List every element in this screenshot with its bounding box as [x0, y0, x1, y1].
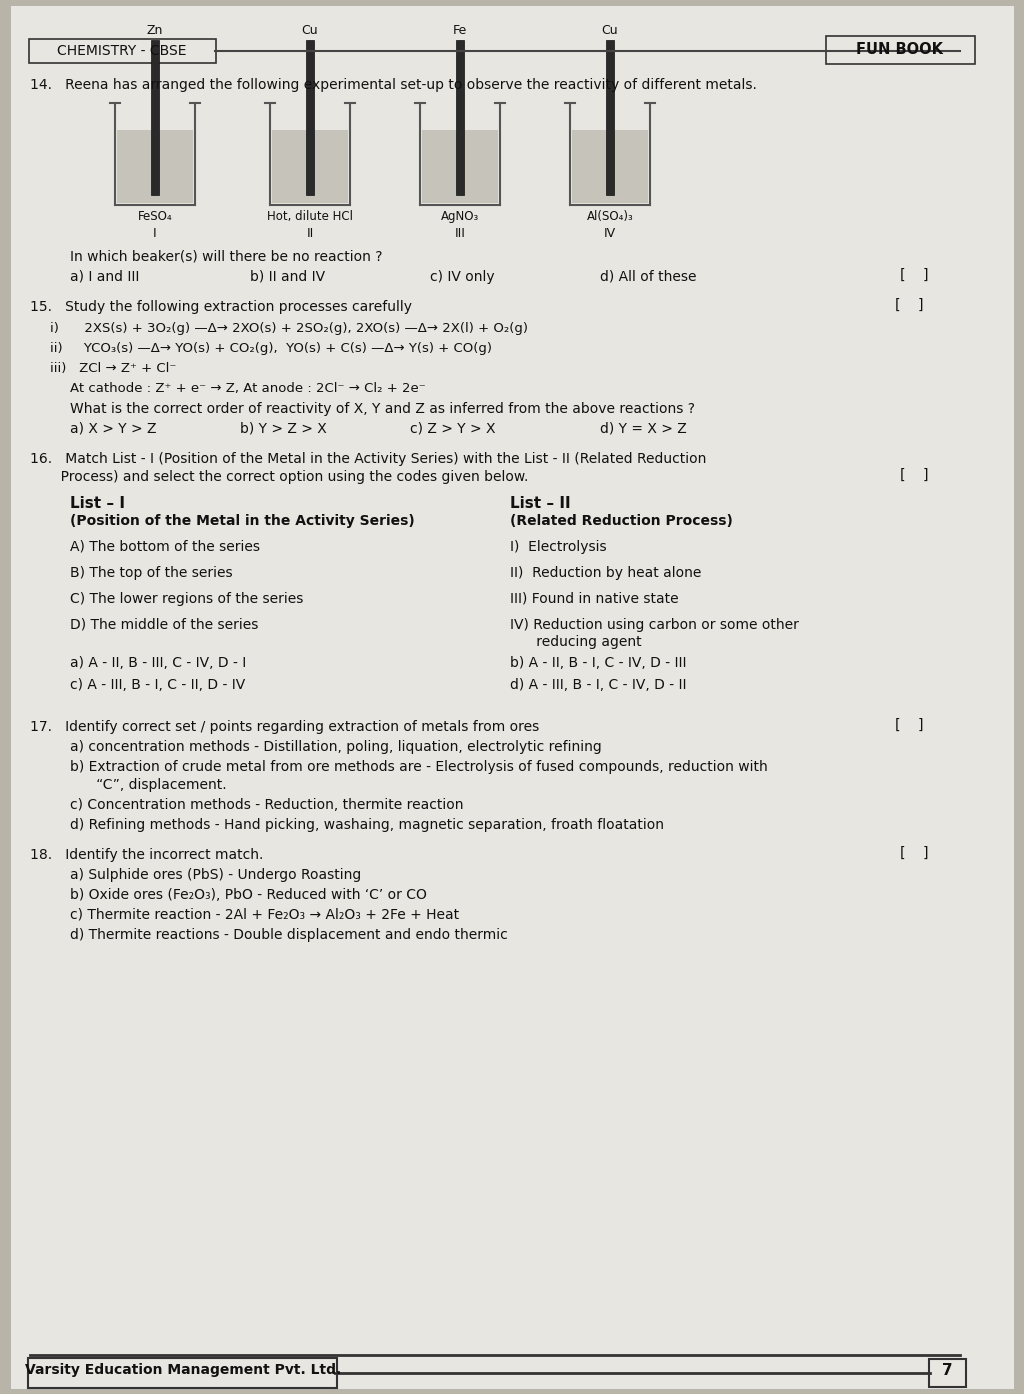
Text: 15.   Study the following extraction processes carefully: 15. Study the following extraction proce… — [30, 300, 412, 314]
Text: “C”, displacement.: “C”, displacement. — [70, 778, 226, 792]
Bar — [306, 40, 314, 195]
Text: 16.   Match List - I (Position of the Metal in the Activity Series) with the Lis: 16. Match List - I (Position of the Meta… — [30, 452, 707, 466]
Text: [    ]: [ ] — [900, 468, 929, 482]
Text: b) Extraction of crude metal from ore methods are - Electrolysis of fused compou: b) Extraction of crude metal from ore me… — [70, 760, 768, 774]
Text: 17.   Identify correct set / points regarding extraction of metals from ores: 17. Identify correct set / points regard… — [30, 719, 540, 735]
Text: b) Y > Z > X: b) Y > Z > X — [240, 422, 327, 436]
Text: IV: IV — [604, 227, 616, 240]
Text: d) A - III, B - I, C - IV, D - II: d) A - III, B - I, C - IV, D - II — [510, 677, 686, 691]
Bar — [572, 130, 648, 204]
Bar — [456, 40, 464, 195]
Text: Cu: Cu — [602, 24, 618, 38]
Text: AgNO₃: AgNO₃ — [441, 210, 479, 223]
Text: B) The top of the series: B) The top of the series — [70, 566, 232, 580]
Text: Varsity Education Management Pvt. Ltd.: Varsity Education Management Pvt. Ltd. — [25, 1363, 341, 1377]
Text: d) Refining methods - Hand picking, washaing, magnetic separation, froath floata: d) Refining methods - Hand picking, wash… — [70, 818, 664, 832]
Text: b) A - II, B - I, C - IV, D - III: b) A - II, B - I, C - IV, D - III — [510, 657, 686, 671]
Text: (Related Reduction Process): (Related Reduction Process) — [510, 514, 733, 528]
Text: a) Sulphide ores (PbS) - Undergo Roasting: a) Sulphide ores (PbS) - Undergo Roastin… — [70, 868, 361, 882]
Text: Hot, dilute HCl: Hot, dilute HCl — [267, 210, 353, 223]
Text: d) All of these: d) All of these — [600, 270, 696, 284]
Text: List – II: List – II — [510, 496, 570, 512]
FancyBboxPatch shape — [29, 39, 216, 63]
Text: Cu: Cu — [302, 24, 318, 38]
FancyBboxPatch shape — [28, 1358, 337, 1388]
Text: a) I and III: a) I and III — [70, 270, 139, 284]
Text: a) X > Y > Z: a) X > Y > Z — [70, 422, 157, 436]
Bar — [272, 130, 348, 204]
Text: Fe: Fe — [453, 24, 467, 38]
FancyBboxPatch shape — [826, 36, 975, 64]
Text: D) The middle of the series: D) The middle of the series — [70, 618, 258, 631]
Bar — [422, 130, 498, 204]
Text: d) Thermite reactions - Double displacement and endo thermic: d) Thermite reactions - Double displacem… — [70, 928, 508, 942]
Text: FeSO₄: FeSO₄ — [137, 210, 172, 223]
Text: c) A - III, B - I, C - II, D - IV: c) A - III, B - I, C - II, D - IV — [70, 677, 246, 691]
Text: 7: 7 — [942, 1363, 952, 1379]
Bar — [151, 40, 159, 195]
Text: a) A - II, B - III, C - IV, D - I: a) A - II, B - III, C - IV, D - I — [70, 657, 246, 671]
Text: What is the correct order of reactivity of X, Y and Z as inferred from the above: What is the correct order of reactivity … — [70, 401, 695, 415]
Text: List – I: List – I — [70, 496, 125, 512]
Text: III: III — [455, 227, 466, 240]
Text: b) Oxide ores (Fe₂O₃), PbO - Reduced with ‘C’ or CO: b) Oxide ores (Fe₂O₃), PbO - Reduced wit… — [70, 888, 427, 902]
Text: I: I — [154, 227, 157, 240]
Bar — [606, 40, 614, 195]
Text: FUN BOOK: FUN BOOK — [856, 42, 943, 57]
Text: C) The lower regions of the series: C) The lower regions of the series — [70, 592, 303, 606]
Text: d) Y = X > Z: d) Y = X > Z — [600, 422, 687, 436]
Text: [    ]: [ ] — [900, 846, 929, 860]
Text: 14.   Reena has arranged the following experimental set-up to observe the reacti: 14. Reena has arranged the following exp… — [30, 78, 757, 92]
Text: iii)   ZCl → Z⁺ + Cl⁻: iii) ZCl → Z⁺ + Cl⁻ — [50, 362, 176, 375]
Text: 18.   Identify the incorrect match.: 18. Identify the incorrect match. — [30, 848, 263, 861]
Text: b) II and IV: b) II and IV — [250, 270, 326, 284]
Text: Zn: Zn — [146, 24, 163, 38]
FancyBboxPatch shape — [929, 1359, 966, 1387]
Text: c) Z > Y > X: c) Z > Y > X — [410, 422, 496, 436]
Text: c) IV only: c) IV only — [430, 270, 495, 284]
Text: IV) Reduction using carbon or some other: IV) Reduction using carbon or some other — [510, 618, 799, 631]
Text: In which beaker(s) will there be no reaction ?: In which beaker(s) will there be no reac… — [70, 250, 383, 263]
Text: Al(SO₄)₃: Al(SO₄)₃ — [587, 210, 634, 223]
Bar — [117, 130, 193, 204]
Text: II)  Reduction by heat alone: II) Reduction by heat alone — [510, 566, 701, 580]
Text: II: II — [306, 227, 313, 240]
Text: A) The bottom of the series: A) The bottom of the series — [70, 539, 260, 553]
Text: c) Concentration methods - Reduction, thermite reaction: c) Concentration methods - Reduction, th… — [70, 797, 464, 811]
Text: (Position of the Metal in the Activity Series): (Position of the Metal in the Activity S… — [70, 514, 415, 528]
Text: [    ]: [ ] — [895, 718, 924, 732]
Text: At cathode : Z⁺ + e⁻ → Z, At anode : 2Cl⁻ → Cl₂ + 2e⁻: At cathode : Z⁺ + e⁻ → Z, At anode : 2Cl… — [70, 382, 426, 395]
Text: i)      2XS(s) + 3O₂(g) —Δ→ 2XO(s) + 2SO₂(g), 2XO(s) —Δ→ 2X(l) + O₂(g): i) 2XS(s) + 3O₂(g) —Δ→ 2XO(s) + 2SO₂(g),… — [50, 322, 528, 335]
Text: III) Found in native state: III) Found in native state — [510, 592, 679, 606]
Text: c) Thermite reaction - 2Al + Fe₂O₃ → Al₂O₃ + 2Fe + Heat: c) Thermite reaction - 2Al + Fe₂O₃ → Al₂… — [70, 907, 459, 921]
Text: a) concentration methods - Distillation, poling, liquation, electrolytic refinin: a) concentration methods - Distillation,… — [70, 740, 602, 754]
Text: Process) and select the correct option using the codes given below.: Process) and select the correct option u… — [30, 470, 528, 484]
Text: reducing agent: reducing agent — [510, 636, 642, 650]
Text: [    ]: [ ] — [895, 298, 924, 312]
Text: I)  Electrolysis: I) Electrolysis — [510, 539, 606, 553]
Text: [    ]: [ ] — [900, 268, 929, 282]
Text: ii)     YCO₃(s) —Δ→ YO(s) + CO₂(g),  YO(s) + C(s) —Δ→ Y(s) + CO(g): ii) YCO₃(s) —Δ→ YO(s) + CO₂(g), YO(s) + … — [50, 342, 492, 355]
Text: CHEMISTRY - CBSE: CHEMISTRY - CBSE — [57, 45, 186, 59]
